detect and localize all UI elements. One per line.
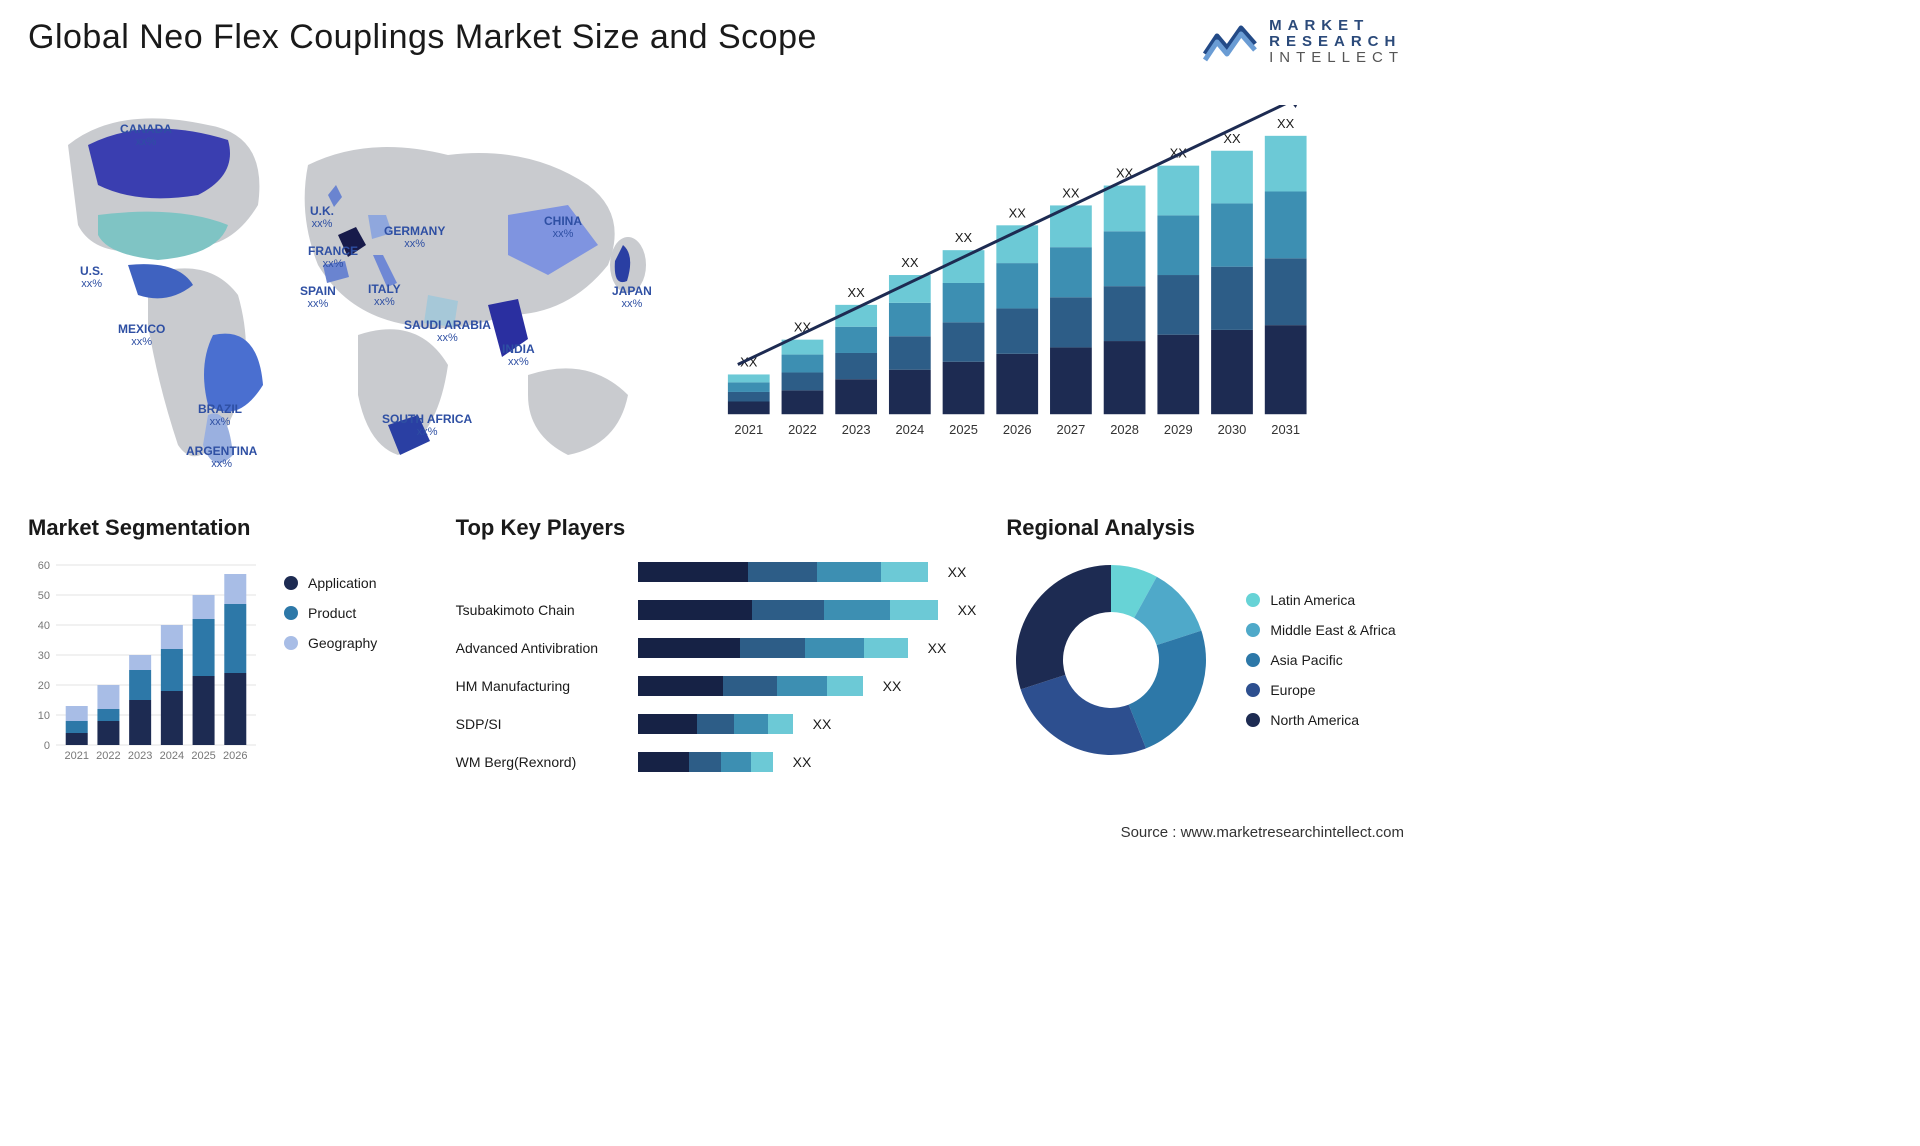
map-label-france: FRANCExx% (308, 245, 358, 270)
page-title: Global Neo Flex Couplings Market Size an… (28, 18, 817, 57)
map-label-u-s-: U.S.xx% (80, 265, 103, 290)
region-legend-item: North America (1246, 712, 1395, 728)
forecast-chart: XX2021XX2022XX2023XX2024XX2025XX2026XX20… (708, 105, 1404, 455)
logo-mark-icon (1203, 22, 1261, 62)
svg-text:2030: 2030 (1218, 422, 1247, 437)
svg-text:2026: 2026 (223, 750, 247, 762)
players-chart: XXTsubakimoto ChainXXAdvanced Antivibrat… (456, 555, 977, 779)
player-row: Tsubakimoto Chain XX (456, 593, 977, 627)
player-bar (638, 638, 908, 658)
player-row: Advanced Antivibration XX (456, 631, 977, 665)
regional-donut (1006, 555, 1216, 765)
svg-text:40: 40 (38, 620, 50, 632)
player-value: XX (793, 754, 812, 770)
svg-text:2025: 2025 (191, 750, 215, 762)
svg-text:2023: 2023 (128, 750, 152, 762)
map-label-india: INDIAxx% (502, 343, 535, 368)
svg-text:10: 10 (38, 710, 50, 722)
region-legend-item: Asia Pacific (1246, 652, 1395, 668)
segmentation-panel: Market Segmentation 0 10 20 30 40 50 60 2021 202… (28, 515, 426, 779)
svg-text:2024: 2024 (895, 422, 924, 437)
seg-legend-application: Application (284, 575, 377, 591)
map-label-south-africa: SOUTH AFRICAxx% (382, 413, 472, 438)
map-label-germany: GERMANYxx% (384, 225, 445, 250)
svg-text:20: 20 (38, 680, 50, 692)
svg-text:60: 60 (38, 560, 50, 572)
player-label: Tsubakimoto Chain (456, 602, 626, 618)
player-value: XX (958, 602, 977, 618)
svg-text:XX: XX (1277, 116, 1295, 131)
regional-legend: Latin America Middle East & Africa Asia Pa… (1246, 592, 1395, 728)
region-legend-item: Latin America (1246, 592, 1395, 608)
logo-line3: INTELLECT (1269, 50, 1404, 66)
svg-text:XX: XX (1062, 186, 1080, 201)
svg-text:XX: XX (848, 285, 866, 300)
seg-legend-geography: Geography (284, 635, 377, 651)
player-bar (638, 752, 773, 772)
svg-text:0: 0 (44, 740, 50, 752)
player-value: XX (813, 716, 832, 732)
svg-text:50: 50 (38, 590, 50, 602)
svg-text:XX: XX (901, 255, 919, 270)
forecast-svg: XX2021XX2022XX2023XX2024XX2025XX2026XX20… (708, 105, 1404, 455)
svg-text:2022: 2022 (96, 750, 120, 762)
map-label-saudi-arabia: SAUDI ARABIAxx% (404, 319, 491, 344)
player-row: XX (456, 555, 977, 589)
players-panel: Top Key Players XXTsubakimoto ChainXXAdv… (456, 515, 977, 779)
player-row: HM Manufacturing XX (456, 669, 977, 703)
map-label-canada: CANADAxx% (120, 123, 172, 148)
svg-text:2022: 2022 (788, 422, 817, 437)
player-row: WM Berg(Rexnord) XX (456, 745, 977, 779)
brand-logo: MARKET RESEARCH INTELLECT (1203, 18, 1404, 65)
players-title: Top Key Players (456, 515, 977, 541)
map-label-spain: SPAINxx% (300, 285, 336, 310)
svg-text:XX: XX (955, 230, 973, 245)
map-label-argentina: ARGENTINAxx% (186, 445, 257, 470)
player-value: XX (948, 564, 967, 580)
svg-text:2029: 2029 (1164, 422, 1193, 437)
svg-text:2031: 2031 (1271, 422, 1300, 437)
player-label: Advanced Antivibration (456, 640, 626, 656)
svg-text:2027: 2027 (1057, 422, 1086, 437)
segmentation-chart: 0 10 20 30 40 50 60 2021 2022 2023 2024 2025 2026 (28, 555, 268, 775)
map-label-japan: JAPANxx% (612, 285, 652, 310)
map-label-mexico: MEXICOxx% (118, 323, 165, 348)
map-label-china: CHINAxx% (544, 215, 582, 240)
player-value: XX (883, 678, 902, 694)
region-legend-item: Europe (1246, 682, 1395, 698)
seg-legend-product: Product (284, 605, 377, 621)
svg-text:2025: 2025 (949, 422, 978, 437)
segmentation-title: Market Segmentation (28, 515, 426, 541)
region-legend-item: Middle East & Africa (1246, 622, 1395, 638)
map-label-u-k-: U.K.xx% (310, 205, 334, 230)
player-value: XX (928, 640, 947, 656)
player-bar (638, 714, 793, 734)
source-text: Source : www.marketresearchintellect.com (1121, 824, 1404, 841)
svg-text:30: 30 (38, 650, 50, 662)
world-map: CANADAxx% U.S.xx% MEXICOxx% BRAZILxx% ARGENT… (28, 85, 668, 485)
svg-text:2023: 2023 (842, 422, 871, 437)
regional-panel: Regional Analysis Latin America Middle Ea… (1006, 515, 1404, 779)
player-bar (638, 562, 928, 582)
player-label: HM Manufacturing (456, 678, 626, 694)
regional-title: Regional Analysis (1006, 515, 1404, 541)
logo-line1: MARKET (1269, 18, 1404, 34)
player-row: SDP/SI XX (456, 707, 977, 741)
svg-text:XX: XX (1009, 206, 1027, 221)
logo-line2: RESEARCH (1269, 34, 1404, 50)
svg-text:2024: 2024 (160, 750, 184, 762)
map-label-brazil: BRAZILxx% (198, 403, 242, 428)
player-bar (638, 600, 938, 620)
svg-text:2028: 2028 (1110, 422, 1139, 437)
svg-text:2021: 2021 (734, 422, 763, 437)
player-bar (638, 676, 863, 696)
svg-text:2021: 2021 (64, 750, 88, 762)
svg-text:2026: 2026 (1003, 422, 1032, 437)
player-label: WM Berg(Rexnord) (456, 754, 626, 770)
map-label-italy: ITALYxx% (368, 283, 401, 308)
segmentation-legend: Application Product Geography (284, 575, 377, 775)
player-label: SDP/SI (456, 716, 626, 732)
